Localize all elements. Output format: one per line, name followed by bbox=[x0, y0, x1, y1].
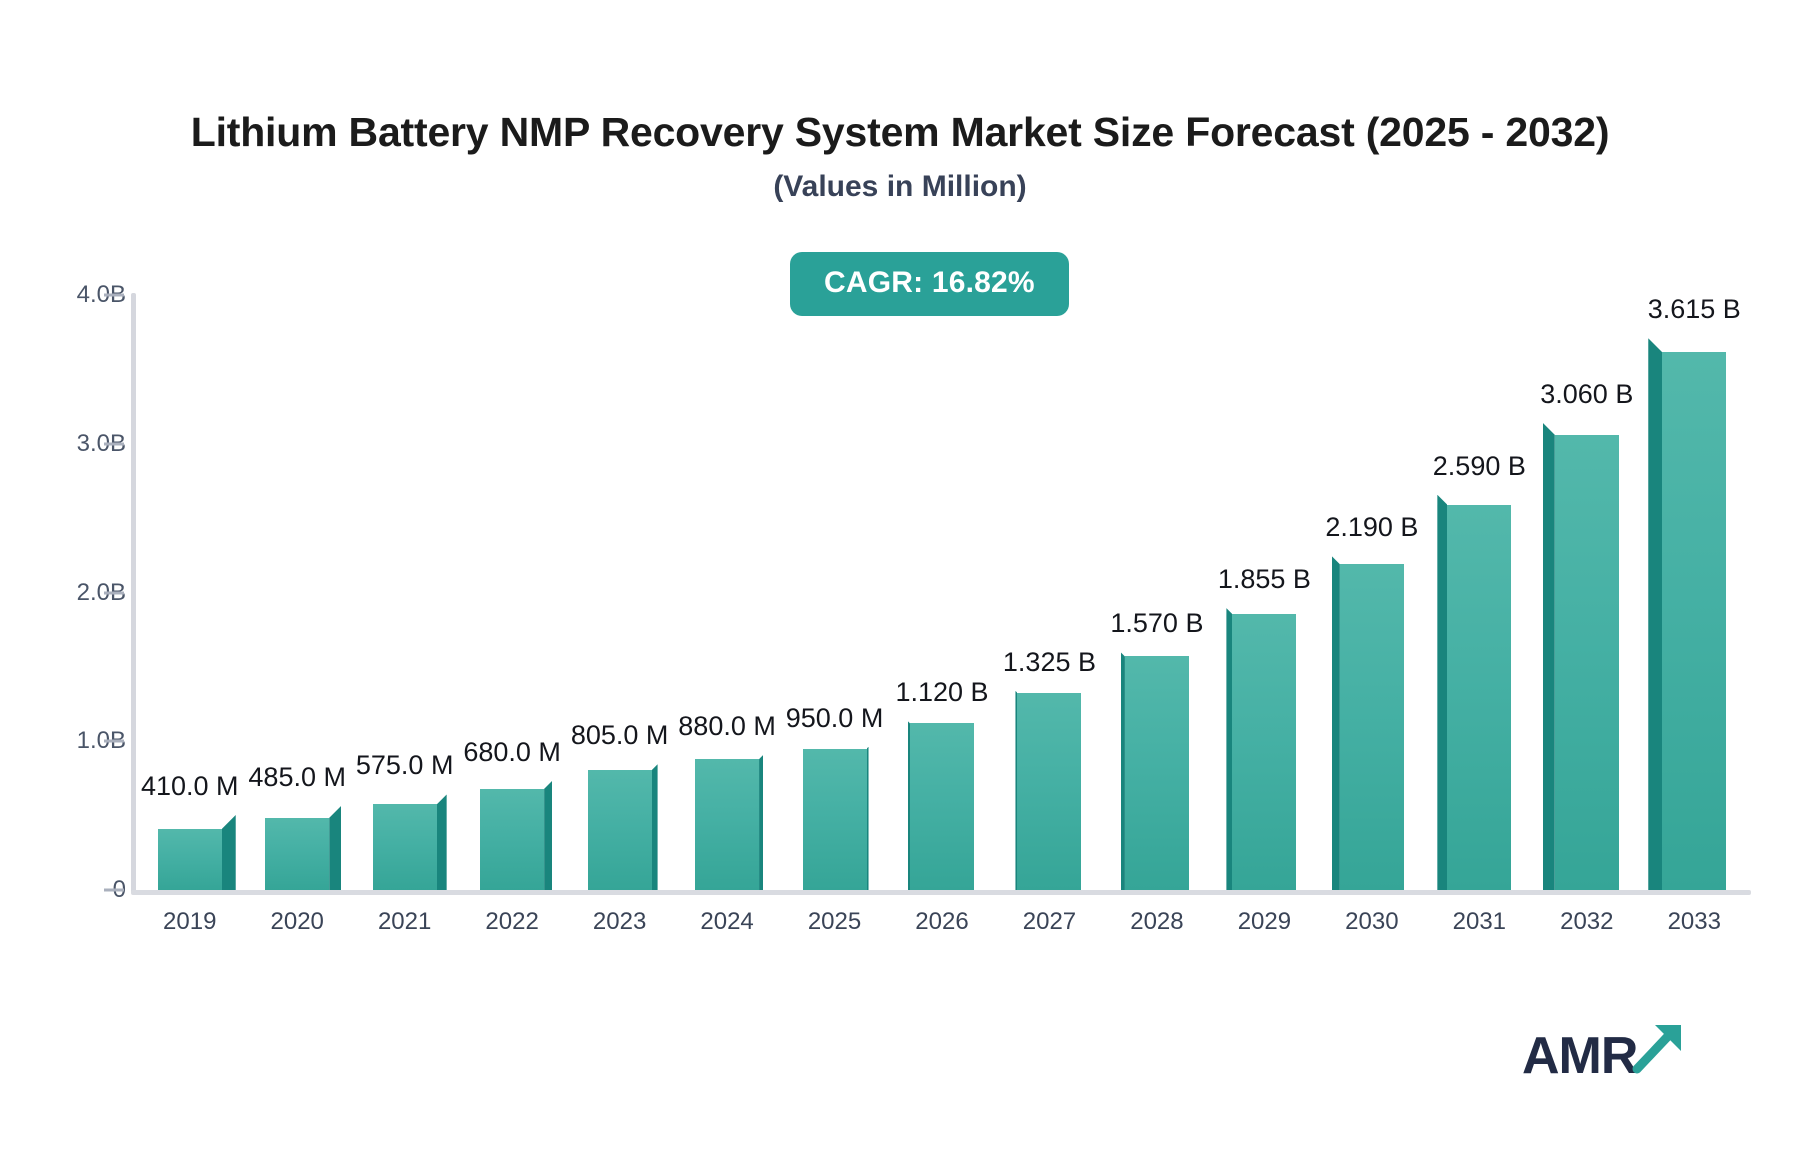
x-axis-tick-label-2031: 2031 bbox=[1452, 908, 1507, 935]
bar-front-face bbox=[1124, 656, 1189, 890]
x-axis-tick-label-2027: 2027 bbox=[1022, 908, 1077, 935]
x-axis-tick-label-2030: 2030 bbox=[1345, 908, 1399, 935]
y-axis-tick-mark bbox=[104, 739, 124, 743]
x-axis-tick-label-2025: 2025 bbox=[807, 908, 862, 935]
bar-data-label: 3.615 B bbox=[1647, 294, 1741, 325]
amr-logo: AMR bbox=[1522, 1024, 1689, 1085]
bar-data-label: 880.0 M bbox=[678, 711, 776, 742]
bar-front-face bbox=[910, 723, 974, 890]
bar-data-label: 485.0 M bbox=[248, 761, 346, 792]
bar-front-face bbox=[695, 759, 760, 890]
page-subtitle: (Values in Million) bbox=[773, 170, 1027, 203]
x-axis-tick-label-2021: 2021 bbox=[377, 908, 432, 935]
bar-data-label: 1.855 B bbox=[1217, 564, 1311, 595]
bar-side-face bbox=[1542, 422, 1555, 890]
x-axis-tick-label-2032: 2032 bbox=[1560, 908, 1614, 935]
bar-2033 bbox=[1648, 338, 1727, 890]
bar-front-face bbox=[1232, 614, 1297, 890]
bar-data-label: 805.0 M bbox=[570, 720, 669, 751]
x-axis-tick-label-2026: 2026 bbox=[915, 908, 969, 935]
bar-data-label: 410.0 M bbox=[140, 771, 239, 801]
bar-side-face bbox=[1226, 608, 1233, 890]
bar-data-label: 2.190 B bbox=[1325, 512, 1419, 543]
bar-front-face bbox=[372, 804, 437, 890]
bar-2032 bbox=[1542, 422, 1619, 890]
bar-side-face bbox=[908, 721, 910, 890]
bar-2031 bbox=[1437, 494, 1512, 890]
bar-side-face bbox=[1331, 556, 1340, 890]
bar-2025 bbox=[802, 746, 869, 890]
bar-2029 bbox=[1226, 608, 1297, 890]
bar-front-face bbox=[587, 770, 652, 890]
bar-front-face bbox=[1017, 692, 1082, 890]
bar-data-label: 680.0 M bbox=[463, 736, 561, 767]
bar-front-face bbox=[1339, 564, 1404, 890]
bar-2030 bbox=[1331, 556, 1404, 890]
bar-data-label: 1.570 B bbox=[1110, 608, 1204, 639]
x-axis-tick-label-2028: 2028 bbox=[1130, 908, 1184, 935]
bar-2022 bbox=[480, 780, 553, 890]
x-axis-line bbox=[131, 890, 1751, 895]
bar-data-label: 950.0 M bbox=[785, 702, 884, 733]
y-axis-tick-mark bbox=[104, 293, 124, 297]
x-axis-tick-label-2019: 2019 bbox=[163, 908, 217, 935]
bar-side-face bbox=[1437, 494, 1448, 890]
x-axis-tick-label-2024: 2024 bbox=[700, 908, 754, 935]
bar-side-face bbox=[329, 805, 342, 890]
x-axis-tick-label-2020: 2020 bbox=[270, 908, 324, 935]
bar-data-label: 1.325 B bbox=[1002, 646, 1096, 677]
bar-2024 bbox=[695, 755, 764, 890]
y-axis-tick-mark bbox=[104, 442, 124, 446]
bar-front-face bbox=[1554, 434, 1619, 890]
bar-side-face bbox=[1648, 338, 1663, 890]
bar-side-face bbox=[1015, 690, 1018, 890]
bar-front-face bbox=[1662, 352, 1727, 890]
y-axis-line bbox=[131, 293, 136, 894]
bar-data-label: 1.120 B bbox=[895, 677, 989, 708]
x-axis-tick-label-2029: 2029 bbox=[1237, 908, 1292, 935]
bar-2026 bbox=[908, 721, 974, 890]
cagr-badge: CAGR: 16.82% bbox=[790, 252, 1069, 316]
bar-2020 bbox=[265, 805, 342, 890]
growth-arrow-icon bbox=[1631, 1019, 1689, 1080]
bar-2019 bbox=[157, 815, 236, 890]
bar-data-label: 575.0 M bbox=[355, 750, 454, 781]
bar-2027 bbox=[1015, 690, 1082, 890]
bar-side-face bbox=[1120, 652, 1125, 890]
bar-2021 bbox=[372, 794, 447, 890]
bar-front-face bbox=[480, 788, 545, 890]
bar-side-face bbox=[221, 815, 236, 890]
bar-2023 bbox=[587, 764, 658, 890]
x-axis-tick-label-2023: 2023 bbox=[592, 908, 647, 935]
bar-data-label: 3.060 B bbox=[1540, 378, 1634, 409]
y-axis-tick-mark bbox=[104, 888, 124, 892]
bar-side-face bbox=[544, 780, 553, 890]
bar-side-face bbox=[759, 755, 764, 890]
bar-2028 bbox=[1120, 652, 1189, 890]
y-axis-tick-mark bbox=[104, 591, 124, 594]
amr-wordmark: AMR bbox=[1522, 1027, 1638, 1085]
bar-front-face bbox=[802, 748, 867, 890]
bar-front-face bbox=[1447, 504, 1512, 890]
x-axis-tick-label-2033: 2033 bbox=[1667, 908, 1721, 935]
bar-side-face bbox=[651, 764, 658, 890]
bar-front-face bbox=[157, 829, 222, 890]
x-axis-tick-label-2022: 2022 bbox=[485, 908, 539, 935]
bar-side-face bbox=[436, 794, 447, 890]
bar-front-face bbox=[265, 817, 330, 890]
bar-data-label: 2.590 B bbox=[1432, 450, 1526, 481]
page-title: Lithium Battery NMP Recovery System Mark… bbox=[190, 109, 1610, 155]
bar-side-face bbox=[866, 746, 869, 890]
